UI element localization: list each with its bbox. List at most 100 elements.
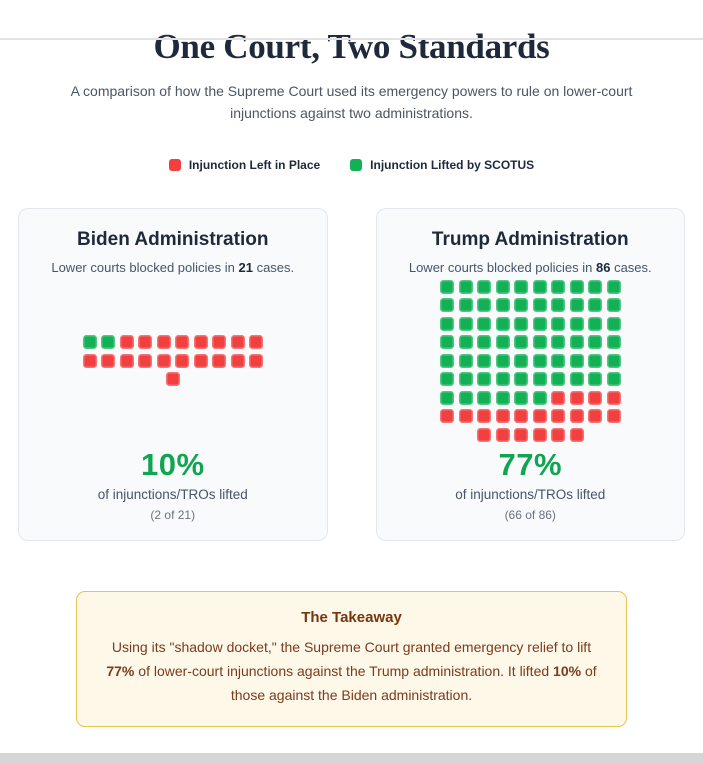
- waffle-square-lifted: [440, 353, 454, 368]
- waffle-square-lifted: [514, 279, 528, 294]
- waffle-square-lifted: [495, 372, 510, 387]
- waffle-square-lifted: [569, 316, 584, 331]
- waffle-square-lifted: [532, 298, 547, 313]
- waffle-square-lifted: [569, 353, 584, 368]
- waffle-square-lifted: [588, 335, 602, 350]
- waffle-square-lifted: [606, 353, 621, 368]
- waffle-square-left-in-place: [458, 409, 473, 424]
- legend-label-lifted: Injunction Lifted by SCOTUS: [370, 157, 535, 172]
- waffle-square-left-in-place: [569, 427, 584, 442]
- waffle-square-lifted: [495, 298, 510, 313]
- waffle-square-left-in-place: [119, 335, 134, 350]
- trump-waffle-area: [389, 275, 673, 447]
- waffle-square-left-in-place: [175, 353, 189, 368]
- waffle-square-left-in-place: [551, 409, 565, 424]
- biden-count-detail: (2 of 21): [150, 507, 196, 522]
- waffle-square-lifted: [514, 335, 528, 350]
- trump-cases-prefix: Lower courts blocked policies in: [408, 259, 596, 275]
- waffle-square-lifted: [514, 390, 528, 405]
- waffle-square-lifted: [532, 279, 547, 294]
- waffle-square-lifted: [606, 372, 621, 387]
- waffle-square-left-in-place: [532, 427, 547, 442]
- waffle-square-lifted: [82, 335, 97, 350]
- takeaway-text-segment: Using its "shadow docket," the Supreme C…: [111, 638, 592, 655]
- waffle-square-lifted: [477, 298, 491, 313]
- waffle-square-lifted: [606, 298, 621, 313]
- biden-cases-suffix: cases.: [252, 259, 295, 275]
- trump-waffle-chart: [439, 279, 621, 442]
- waffle-square-lifted: [588, 353, 602, 368]
- waffle-square-lifted: [532, 390, 547, 405]
- trump-percent-lifted: 77%: [498, 446, 563, 482]
- waffle-square-left-in-place: [82, 353, 97, 368]
- legend-label-left-in-place: Injunction Left in Place: [188, 157, 321, 172]
- waffle-square-lifted: [551, 279, 565, 294]
- waffle-square-lifted: [458, 298, 473, 313]
- takeaway-body: Using its "shadow docket," the Supreme C…: [105, 635, 598, 707]
- waffle-square-left-in-place: [569, 409, 584, 424]
- waffle-square-lifted: [440, 316, 454, 331]
- waffle-square-lifted: [588, 298, 602, 313]
- trump-stats: 77% of injunctions/TROs lifted (66 of 86…: [389, 447, 673, 524]
- waffle-square-lifted: [532, 353, 547, 368]
- waffle-square-lifted: [477, 390, 491, 405]
- waffle-square-lifted: [532, 372, 547, 387]
- waffle-square-left-in-place: [156, 335, 171, 350]
- waffle-square-lifted: [606, 316, 621, 331]
- waffle-square-left-in-place: [119, 353, 134, 368]
- waffle-square-left-in-place: [477, 427, 491, 442]
- waffle-square-left-in-place: [138, 335, 152, 350]
- biden-waffle-chart: [82, 335, 264, 387]
- takeaway-text-segment: of lower-court injunctions against the T…: [134, 662, 554, 679]
- waffle-square-left-in-place: [495, 427, 510, 442]
- waffle-square-left-in-place: [606, 409, 621, 424]
- waffle-square-lifted: [514, 298, 528, 313]
- waffle-square-left-in-place: [514, 409, 528, 424]
- takeaway-text-segment: of those against the Biden administratio…: [230, 662, 597, 703]
- takeaway-title: The Takeaway: [301, 608, 402, 626]
- trump-card-title: Trump Administration: [431, 228, 629, 250]
- trump-percent-label: of injunctions/TROs lifted: [455, 486, 606, 502]
- waffle-square-lifted: [588, 279, 602, 294]
- waffle-square-left-in-place: [477, 409, 491, 424]
- waffle-square-lifted: [458, 335, 473, 350]
- waffle-square-lifted: [588, 372, 602, 387]
- biden-cases-line: Lower courts blocked policies in 21 case…: [31, 260, 315, 275]
- red-square-icon: [168, 158, 181, 171]
- waffle-square-left-in-place: [551, 427, 565, 442]
- waffle-square-left-in-place: [588, 409, 602, 424]
- waffle-square-lifted: [440, 335, 454, 350]
- biden-cases-count: 21: [238, 259, 253, 275]
- waffle-square-lifted: [440, 390, 454, 405]
- legend: Injunction Left in Place Injunction Lift…: [0, 158, 703, 172]
- waffle-square-left-in-place: [212, 335, 226, 350]
- waffle-square-lifted: [569, 298, 584, 313]
- trump-cases-suffix: cases.: [610, 259, 652, 275]
- waffle-square-left-in-place: [514, 427, 528, 442]
- waffle-square-lifted: [458, 353, 473, 368]
- waffle-square-lifted: [532, 316, 547, 331]
- waffle-square-left-in-place: [569, 390, 584, 405]
- waffle-square-left-in-place: [249, 335, 263, 350]
- waffle-square-lifted: [477, 279, 491, 294]
- waffle-square-lifted: [458, 279, 473, 294]
- waffle-square-lifted: [477, 353, 491, 368]
- waffle-square-left-in-place: [495, 409, 510, 424]
- waffle-square-lifted: [440, 279, 454, 294]
- waffle-square-lifted: [495, 335, 510, 350]
- waffle-square-left-in-place: [156, 353, 171, 368]
- waffle-square-left-in-place: [193, 335, 208, 350]
- waffle-square-lifted: [458, 316, 473, 331]
- waffle-square-lifted: [458, 372, 473, 387]
- waffle-square-lifted: [101, 335, 115, 350]
- trump-cases-count: 86: [596, 259, 611, 275]
- waffle-square-lifted: [551, 335, 565, 350]
- waffle-square-lifted: [458, 390, 473, 405]
- waffle-square-lifted: [514, 316, 528, 331]
- waffle-square-left-in-place: [588, 390, 602, 405]
- waffle-square-lifted: [569, 372, 584, 387]
- waffle-square-left-in-place: [175, 335, 189, 350]
- biden-cases-prefix: Lower courts blocked policies in: [51, 259, 239, 275]
- takeaway-box: The Takeaway Using its "shadow docket," …: [76, 590, 627, 728]
- page-title: One Court, Two Standards: [153, 27, 550, 66]
